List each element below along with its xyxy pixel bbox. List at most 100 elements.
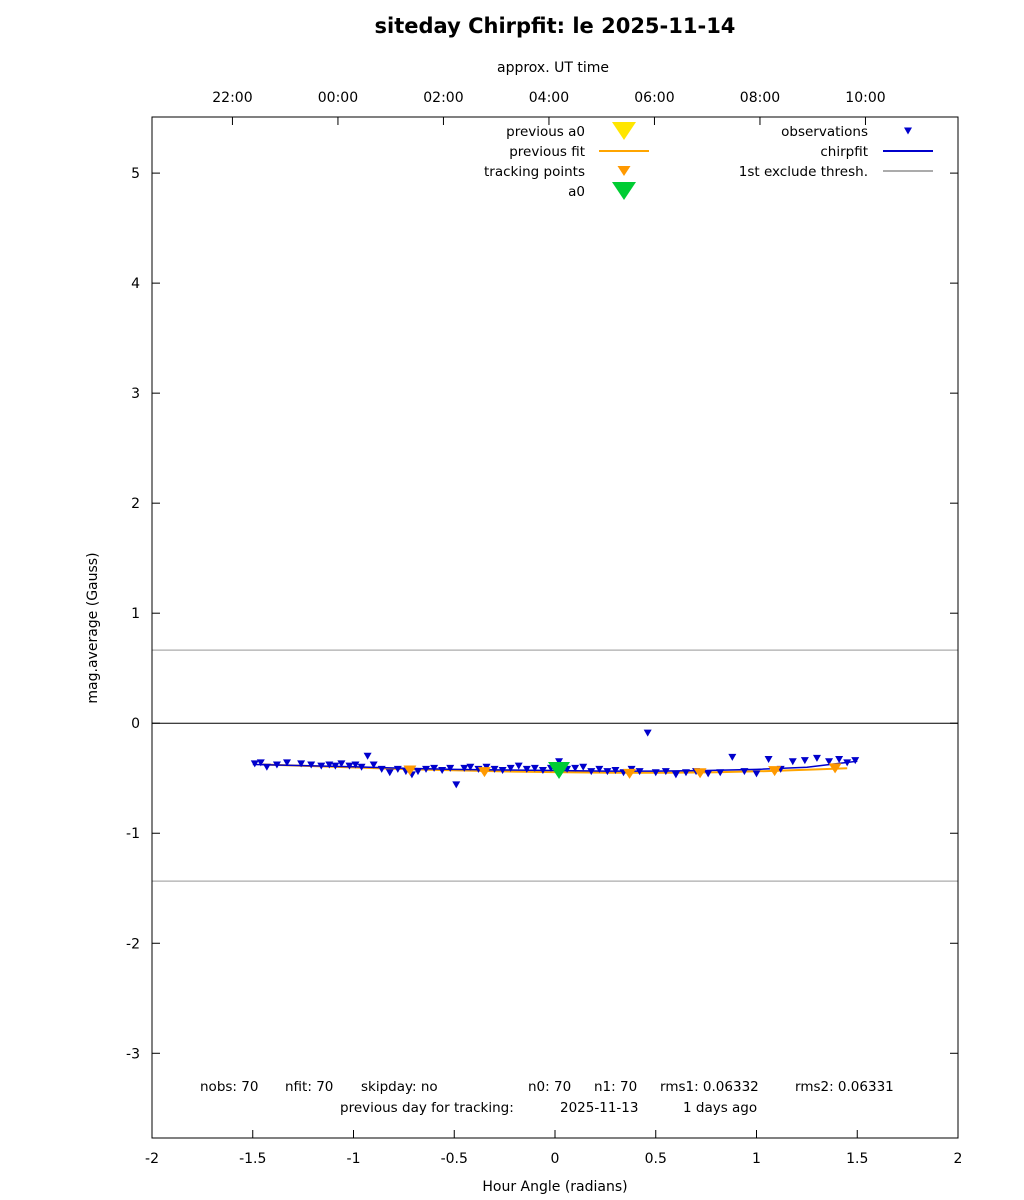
y-axis-label: mag.average (Gauss) bbox=[85, 552, 101, 703]
stat-nobs: nobs: 70 bbox=[200, 1079, 258, 1095]
ut-tick-label: 02:00 bbox=[423, 90, 463, 106]
observation-point bbox=[788, 758, 797, 766]
plot-border bbox=[151, 116, 959, 1139]
observation-point bbox=[752, 770, 761, 778]
observation-point bbox=[337, 760, 346, 768]
previous-fit-line bbox=[262, 763, 848, 774]
observation-point bbox=[643, 729, 652, 737]
observation-point bbox=[307, 761, 316, 769]
observation-point bbox=[611, 767, 620, 775]
observation-point bbox=[704, 770, 713, 778]
observation-point bbox=[740, 768, 749, 776]
tracking-point bbox=[623, 768, 637, 779]
legend-label: chirpfit bbox=[820, 144, 868, 160]
observation-point bbox=[530, 764, 539, 772]
observation-point bbox=[345, 762, 354, 770]
observation-point bbox=[851, 757, 860, 765]
legend-marker bbox=[612, 122, 636, 140]
observation-point bbox=[587, 768, 596, 776]
observation-point bbox=[446, 764, 455, 772]
observation-point bbox=[283, 759, 292, 767]
legend-marker bbox=[617, 166, 631, 176]
plot-title: siteday Chirpfit: le 2025-11-14 bbox=[375, 14, 736, 38]
x-tick-label: 0.5 bbox=[645, 1151, 667, 1167]
observation-point bbox=[385, 769, 394, 777]
y-tick-label: -3 bbox=[126, 1046, 140, 1062]
observation-point bbox=[764, 756, 773, 764]
observation-point bbox=[661, 768, 670, 776]
observation-point bbox=[514, 762, 523, 770]
observation-point bbox=[603, 768, 612, 776]
observation-point bbox=[317, 762, 326, 770]
x-tick-label: 0 bbox=[551, 1151, 560, 1167]
ut-tick-label: 10:00 bbox=[845, 90, 885, 106]
plot-border-group bbox=[151, 116, 959, 1139]
stat-n1: n1: 70 bbox=[594, 1079, 637, 1095]
observation-point bbox=[413, 768, 422, 776]
observation-point bbox=[325, 761, 334, 769]
a0-point bbox=[548, 762, 571, 780]
ut-tick-label: 08:00 bbox=[740, 90, 780, 106]
legend-label: 1st exclude thresh. bbox=[739, 164, 868, 180]
observation-point bbox=[555, 758, 564, 766]
y-tick-label: 0 bbox=[131, 716, 140, 732]
observation-point bbox=[422, 765, 431, 773]
legend-label: observations bbox=[781, 124, 868, 140]
stat-skipday: skipday: no bbox=[361, 1079, 438, 1095]
tracking-point bbox=[768, 766, 782, 777]
stats-block: nobs: 70 nfit: 70 skipday: no n0: 70 n1:… bbox=[200, 1079, 894, 1116]
observation-point bbox=[728, 753, 737, 761]
stat-previous-day-ago: 1 days ago bbox=[683, 1100, 757, 1116]
legend-label: tracking points bbox=[484, 164, 585, 180]
x-tick-label: 1.5 bbox=[846, 1151, 868, 1167]
observation-point bbox=[506, 764, 515, 772]
observation-point bbox=[681, 769, 690, 777]
observation-point bbox=[635, 768, 644, 776]
observation-point bbox=[716, 769, 725, 777]
stat-n0: n0: 70 bbox=[528, 1079, 571, 1095]
x-tick-label: -0.5 bbox=[441, 1151, 468, 1167]
data-series bbox=[250, 729, 860, 789]
legend-marker bbox=[612, 182, 636, 200]
observation-point bbox=[430, 764, 439, 772]
stat-rms2: rms2: 0.06331 bbox=[795, 1079, 894, 1095]
observation-point bbox=[262, 763, 271, 771]
stat-rms1: rms1: 0.06332 bbox=[660, 1079, 759, 1095]
observation-point bbox=[538, 767, 547, 775]
observation-point bbox=[835, 756, 844, 764]
observation-point bbox=[369, 761, 378, 769]
observation-point bbox=[843, 759, 852, 767]
observation-point bbox=[377, 765, 386, 773]
observation-point bbox=[825, 758, 834, 766]
observation-point bbox=[452, 781, 461, 789]
y-tick-label: -2 bbox=[126, 936, 140, 952]
ut-tick-label: 22:00 bbox=[212, 90, 252, 106]
observation-point bbox=[522, 765, 531, 773]
observation-point bbox=[466, 763, 475, 771]
legend-label: a0 bbox=[568, 184, 585, 200]
plot-legend: previous a0 previous fit tracking points a0… bbox=[484, 122, 933, 200]
observation-point bbox=[331, 762, 340, 770]
top-axis-label: approx. UT time bbox=[497, 60, 609, 76]
y-tick-label: 3 bbox=[131, 386, 140, 402]
y-tick-label: 1 bbox=[131, 606, 140, 622]
legend-marker bbox=[904, 127, 912, 135]
observation-point bbox=[393, 765, 402, 773]
observation-point bbox=[297, 760, 306, 768]
ut-tick-label: 00:00 bbox=[318, 90, 358, 106]
ut-tick-label: 06:00 bbox=[634, 90, 674, 106]
y-tick-label: 2 bbox=[131, 496, 140, 512]
observation-point bbox=[579, 763, 588, 771]
tracking-point bbox=[403, 765, 417, 776]
y-tick-label: 4 bbox=[131, 276, 140, 292]
stat-previous-day-label: previous day for tracking: bbox=[340, 1100, 514, 1116]
observation-point bbox=[250, 760, 259, 768]
observation-point bbox=[595, 765, 604, 773]
observation-point bbox=[671, 771, 680, 779]
stat-previous-day-date: 2025-11-13 bbox=[560, 1100, 638, 1116]
stat-nfit: nfit: 70 bbox=[285, 1079, 333, 1095]
x-tick-label: -1.5 bbox=[239, 1151, 266, 1167]
observation-point bbox=[812, 754, 821, 762]
